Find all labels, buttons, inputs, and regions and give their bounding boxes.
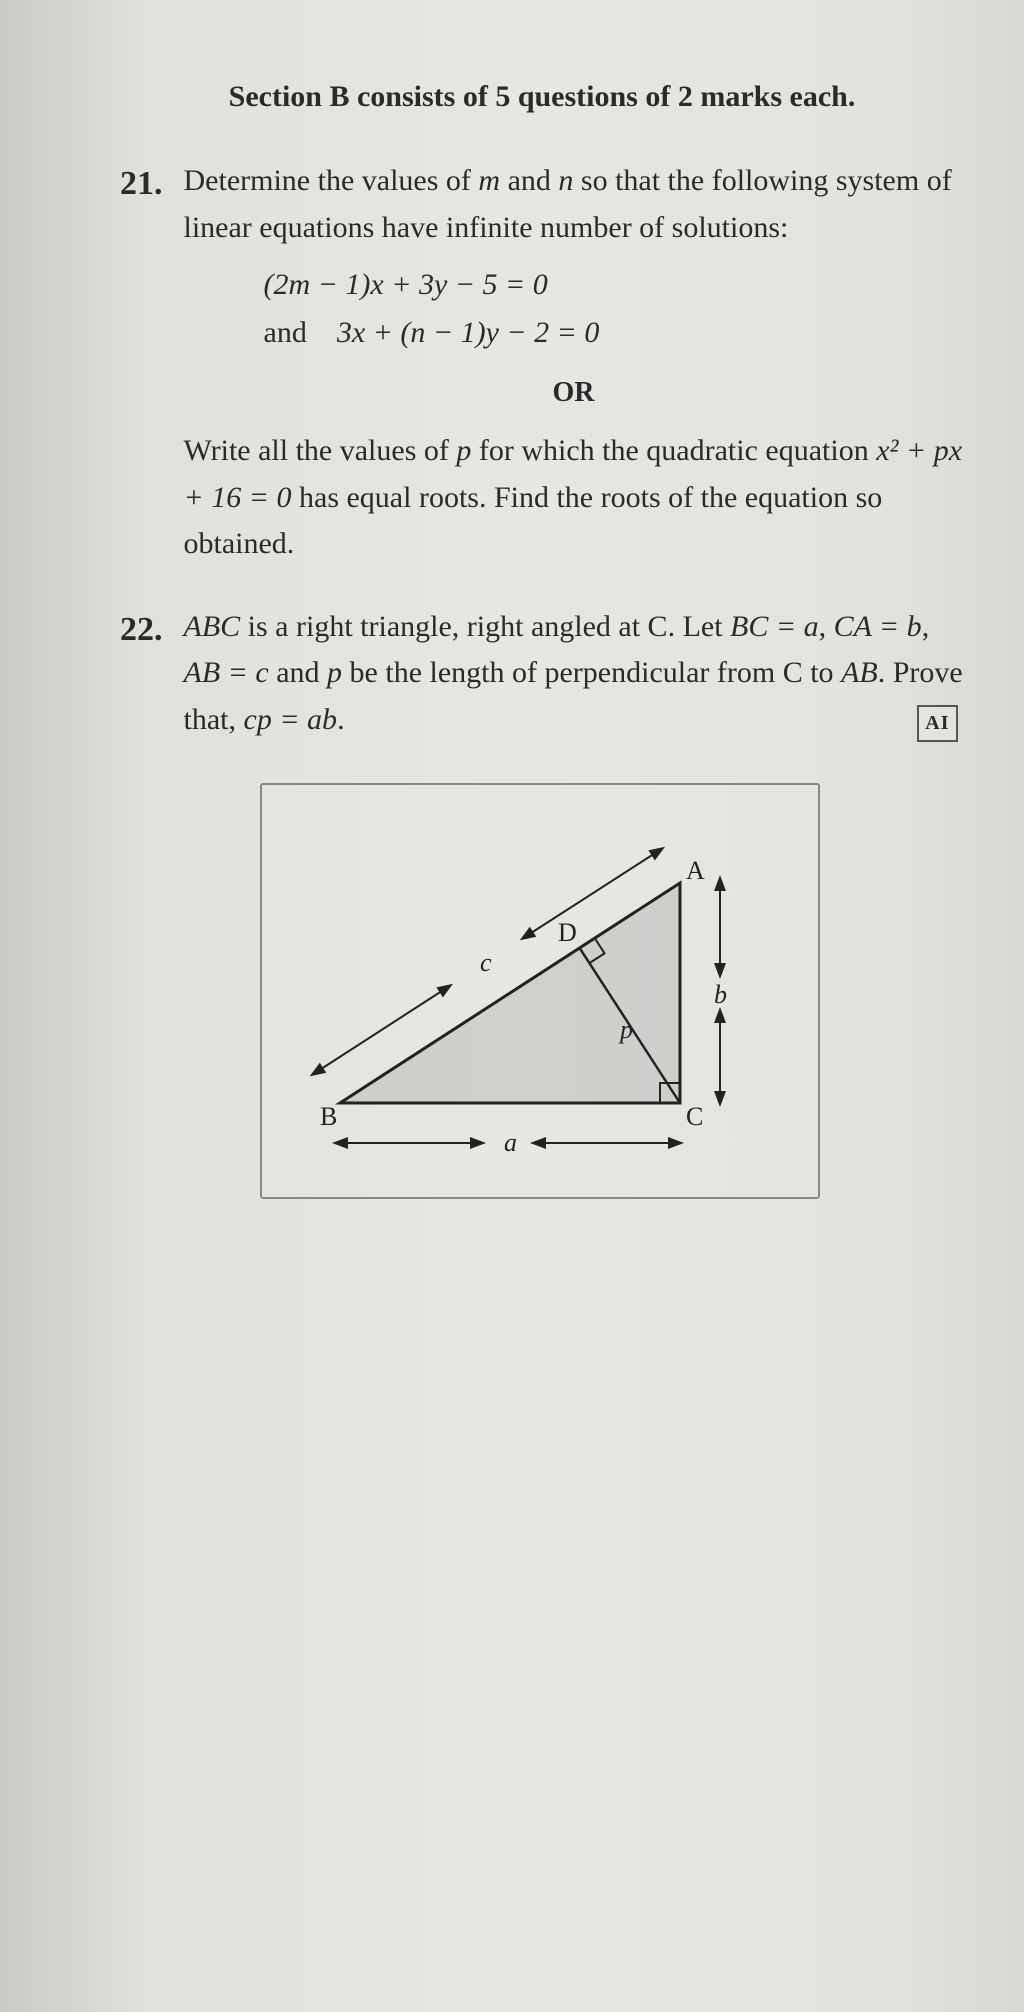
label-A: A [686, 856, 705, 885]
q22-e: and [269, 656, 327, 689]
triangle-path [340, 883, 680, 1103]
label-b: b [714, 980, 727, 1009]
q22-p: p [327, 656, 342, 689]
q21-var-n: n [558, 164, 573, 197]
q22-number: 22. [120, 604, 176, 657]
q22-d: , [922, 610, 930, 643]
label-p: p [618, 1015, 633, 1044]
question-22: 22. ABC is a right triangle, right angle… [120, 604, 964, 744]
label-D: D [558, 918, 577, 947]
q21-text-b: and [500, 164, 558, 197]
ai-badge: AI [917, 705, 957, 742]
q22-abc: ABC [184, 610, 241, 643]
q21-alt-b: for which the quadratic equation [471, 434, 876, 467]
q22-f: be the length of perpendicular from C to [342, 656, 841, 689]
q21-eq2: 3x + (n − 1)y − 2 = 0 [337, 316, 600, 349]
question-21: 21. Determine the values of m and n so t… [120, 158, 964, 568]
q21-text-a: Determine the values of [184, 164, 479, 197]
q21-alt: Write all the values of p for which the … [184, 428, 964, 568]
figure-wrap: c b a p A B C D [240, 783, 840, 1204]
figure-box: c b a p A B C D [260, 783, 820, 1199]
q22-c: , [819, 610, 834, 643]
q21-eq1: (2m − 1)x + 3y − 5 = 0 [264, 261, 964, 309]
q22-ab: AB = c [184, 656, 269, 689]
triangle-figure: c b a p A B C D [280, 803, 800, 1183]
q22-b: is a right triangle, right angled at C. … [240, 610, 730, 643]
label-a: a [504, 1128, 517, 1157]
q22-seg-ab: AB [841, 656, 878, 689]
q22-body: ABC is a right triangle, right angled at… [184, 604, 964, 744]
label-B: B [320, 1102, 337, 1131]
q21-alt-p: p [456, 434, 471, 467]
label-c: c [480, 948, 492, 977]
q21-body: Determine the values of m and n so that … [184, 158, 964, 568]
label-C: C [686, 1102, 703, 1131]
q21-or: OR [184, 371, 964, 414]
page: Section B consists of 5 questions of 2 m… [0, 0, 1024, 2012]
q21-number: 21. [120, 158, 176, 211]
q22-ca: CA = b [834, 610, 922, 643]
q21-var-m: m [478, 164, 500, 197]
q22-h: . [337, 703, 345, 736]
q22-bc: BC = a [730, 610, 819, 643]
q21-alt-a: Write all the values of [184, 434, 457, 467]
q21-equations: (2m − 1)x + 3y − 5 = 0 and 3x + (n − 1)y… [264, 261, 964, 357]
q21-and: and [264, 316, 307, 349]
q22-rel: cp = ab [244, 703, 338, 736]
section-title: Section B consists of 5 questions of 2 m… [120, 80, 964, 114]
